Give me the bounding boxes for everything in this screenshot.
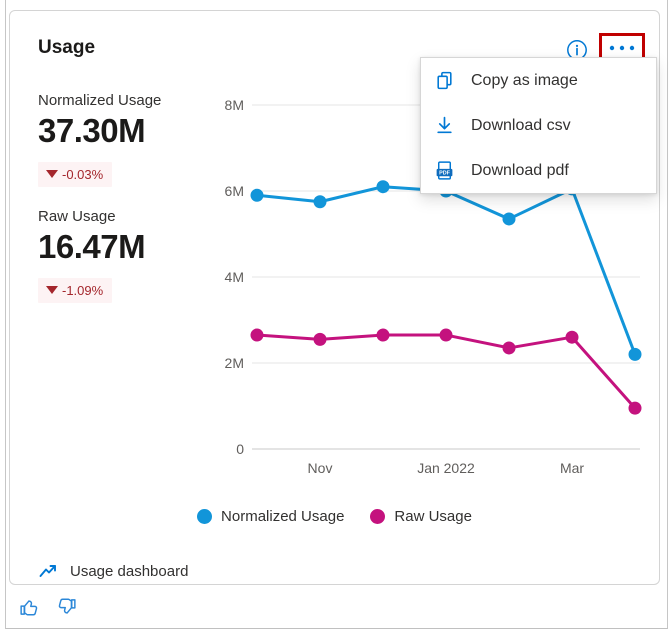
delta-value: -1.09% [62, 282, 104, 298]
down-triangle-icon [46, 286, 58, 295]
feedback-buttons [18, 596, 78, 621]
copy-image-icon [437, 71, 452, 90]
legend-dot-blue [197, 509, 213, 524]
down-triangle-icon [46, 170, 58, 179]
delta-badge: -0.03% [38, 161, 113, 187]
more-options-menu: Copy as image Download csv PDF Download … [420, 57, 657, 194]
svg-text:PDF: PDF [439, 170, 451, 176]
legend-label: Raw Usage [394, 508, 472, 525]
card-title: Usage [38, 37, 96, 58]
svg-text:Nov: Nov [308, 460, 333, 476]
thumbs-up-icon [20, 600, 38, 616]
legend-item-raw: Raw Usage [370, 508, 472, 525]
menu-item-label: Download pdf [471, 161, 569, 179]
stat-value: 37.30M [38, 112, 146, 149]
ellipsis-icon [609, 45, 635, 51]
svg-text:6M: 6M [225, 183, 244, 199]
menu-item-download-pdf[interactable]: PDF Download pdf [421, 148, 656, 193]
svg-text:2M: 2M [225, 355, 244, 371]
stat-value: 16.47M [38, 227, 146, 265]
stat-label: Raw Usage [38, 207, 116, 225]
menu-item-label: Copy as image [471, 71, 578, 89]
legend-item-normalized: Normalized Usage [197, 508, 344, 525]
download-csv-icon [437, 116, 452, 134]
svg-text:8M: 8M [225, 97, 244, 113]
delta-badge: -1.09% [38, 277, 113, 303]
delta-value: -0.03% [62, 166, 104, 182]
thumbs-down-button[interactable] [55, 596, 78, 621]
stats-panel: Normalized Usage 37.30M -0.03% Raw Usage… [38, 92, 228, 324]
legend-label: Normalized Usage [221, 508, 345, 525]
usage-dashboard-link[interactable]: Usage dashboard [38, 562, 188, 580]
menu-item-label: Download csv [471, 116, 571, 134]
svg-text:0: 0 [236, 441, 244, 457]
svg-text:Jan 2022: Jan 2022 [417, 460, 475, 476]
menu-item-copy-as-image[interactable]: Copy as image [421, 58, 656, 103]
chart-legend: Normalized Usage Raw Usage [10, 508, 659, 525]
thumbs-down-icon [58, 598, 76, 614]
usage-dashboard-label: Usage dashboard [70, 562, 189, 580]
menu-item-download-csv[interactable]: Download csv [421, 103, 656, 148]
trend-up-icon [39, 565, 56, 577]
svg-text:Mar: Mar [560, 460, 584, 476]
stat-label: Normalized Usage [38, 92, 162, 109]
legend-dot-magenta [370, 509, 386, 524]
download-pdf-icon: PDF [436, 161, 453, 180]
thumbs-up-button[interactable] [18, 596, 41, 621]
svg-text:4M: 4M [225, 269, 244, 285]
more-options-button[interactable] [601, 39, 643, 57]
